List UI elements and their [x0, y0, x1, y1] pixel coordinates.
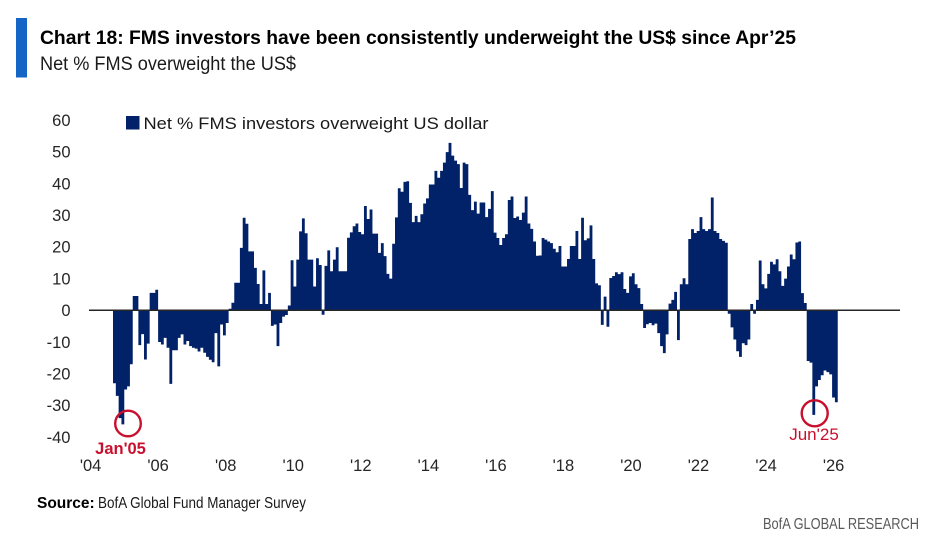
- svg-text:50: 50: [52, 144, 70, 162]
- svg-text:40: 40: [52, 175, 70, 193]
- svg-text:0: 0: [61, 302, 70, 320]
- svg-text:'20: '20: [620, 457, 642, 475]
- svg-text:Chart 18: FMS investors have b: Chart 18: FMS investors have been consis…: [40, 27, 796, 49]
- svg-text:10: 10: [52, 270, 70, 288]
- svg-text:BofA GLOBAL RESEARCH: BofA GLOBAL RESEARCH: [763, 516, 919, 533]
- svg-text:Source:: Source:: [37, 495, 95, 512]
- svg-text:-30: -30: [47, 397, 71, 415]
- svg-text:-40: -40: [47, 429, 71, 447]
- svg-text:30: 30: [52, 207, 70, 225]
- svg-text:'18: '18: [553, 457, 575, 475]
- svg-text:'08: '08: [215, 457, 237, 475]
- svg-text:'12: '12: [350, 457, 372, 475]
- svg-text:-10: -10: [47, 334, 71, 352]
- svg-text:'04: '04: [80, 457, 102, 475]
- svg-text:'26: '26: [823, 457, 845, 475]
- svg-text:Net % FMS overweight the US$: Net % FMS overweight the US$: [40, 54, 296, 75]
- svg-text:'16: '16: [485, 457, 507, 475]
- svg-text:'22: '22: [688, 457, 710, 475]
- svg-text:-20: -20: [47, 366, 71, 384]
- svg-text:Jan'05: Jan'05: [95, 440, 146, 458]
- svg-text:Jun'25: Jun'25: [789, 425, 839, 444]
- svg-text:60: 60: [52, 112, 70, 130]
- svg-text:20: 20: [52, 239, 70, 257]
- svg-text:'14: '14: [418, 457, 440, 475]
- svg-text:'10: '10: [282, 457, 304, 475]
- svg-text:'24: '24: [755, 457, 777, 475]
- svg-text:BofA Global Fund Manager Surve: BofA Global Fund Manager Survey: [98, 495, 306, 512]
- svg-text:'06: '06: [147, 457, 169, 475]
- svg-text:Net % FMS investors overweight: Net % FMS investors overweight US dollar: [144, 115, 490, 133]
